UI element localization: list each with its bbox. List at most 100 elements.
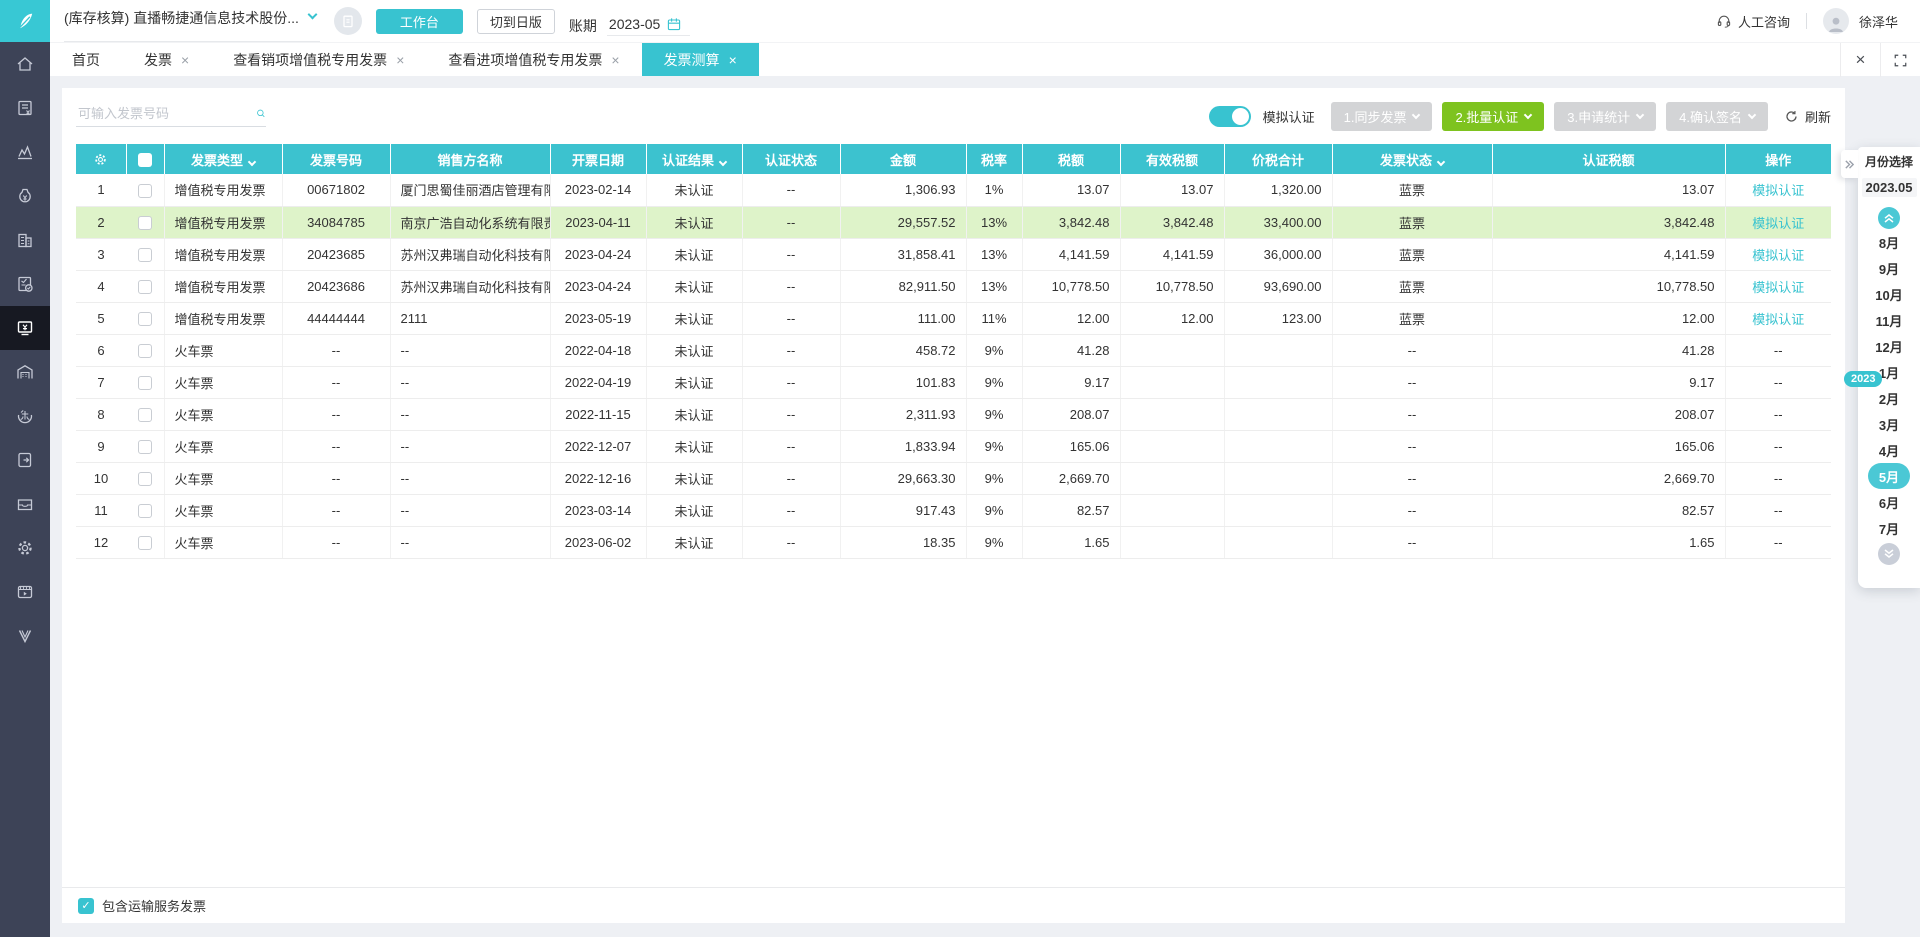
scroll-down-button[interactable]	[1878, 543, 1900, 565]
switch-version-button[interactable]: 切到日版	[476, 8, 555, 34]
close-all-icon[interactable]: ×	[1840, 43, 1880, 77]
month-item[interactable]: 1月	[1878, 365, 1900, 381]
month-item[interactable]: 7月	[1878, 521, 1900, 537]
row-checkbox[interactable]	[137, 311, 152, 326]
tab-item[interactable]: 查看销项增值税专用发票 ×	[211, 43, 426, 76]
tab-close-icon[interactable]: ×	[181, 51, 190, 68]
table-row[interactable]: 2 增值税专用发票 34084785 南京广浩自动化系统有限责 2023-04-11 未认…	[76, 206, 1831, 239]
month-item[interactable]: 3月	[1878, 417, 1900, 433]
search-icon[interactable]	[256, 105, 266, 122]
month-item[interactable]: 12月	[1875, 339, 1903, 355]
table-row[interactable]: 3 增值税专用发票 20423685 苏州汉弗瑞自动化科技有限 2023-04-24 未认…	[76, 238, 1831, 271]
fullscreen-icon[interactable]	[1880, 43, 1920, 77]
table-row[interactable]: 9 火车票 -- -- 2022-12-07 未认证 -- 1,833.94 9% 165.06-…	[76, 430, 1831, 463]
tab-active[interactable]: 发票测算 ×	[641, 43, 759, 76]
table-row[interactable]: 4 增值税专用发票 20423686 苏州汉弗瑞自动化科技有限 2023-04-24 未认…	[76, 270, 1831, 303]
row-checkbox[interactable]	[137, 343, 152, 358]
cell-result: 未认证	[646, 494, 743, 527]
month-item[interactable]: 2月	[1878, 391, 1900, 407]
cell-status: --	[742, 430, 841, 463]
sidebar-item-archive[interactable]	[0, 482, 50, 526]
cell-invoice_status: --	[1332, 462, 1493, 495]
simulate-auth-link[interactable]: 模拟认证	[1752, 247, 1805, 263]
sidebar-item-tax[interactable]	[0, 394, 50, 438]
row-checkbox[interactable]	[137, 279, 152, 294]
avatar[interactable]	[1822, 8, 1849, 34]
simulate-auth-link[interactable]: 模拟认证	[1752, 183, 1805, 199]
column-header[interactable]: 认证结果	[646, 144, 743, 174]
table-row[interactable]: 8 火车票 -- -- 2022-11-15 未认证 -- 2,311.93 9% 208.07-…	[76, 398, 1831, 431]
sidebar-item-settings[interactable]	[0, 526, 50, 570]
simulate-auth-link[interactable]: 模拟认证	[1752, 279, 1805, 295]
row-checkbox[interactable]	[137, 247, 152, 262]
row-checkbox[interactable]	[137, 439, 152, 454]
tab-close-icon[interactable]: ×	[396, 51, 405, 68]
row-checkbox[interactable]	[137, 535, 152, 550]
action-button[interactable]: 2.批量认证	[1442, 101, 1545, 131]
row-checkbox[interactable]	[137, 215, 152, 230]
refresh-button[interactable]: 刷新	[1784, 107, 1831, 126]
sidebar-item-statement[interactable]	[0, 262, 50, 306]
action-button[interactable]: 1.同步发票	[1330, 101, 1433, 131]
sidebar-item-cash[interactable]	[0, 174, 50, 218]
month-item-selected[interactable]: 5月	[1868, 463, 1910, 489]
table-row[interactable]: 12 火车票 -- -- 2023-06-02 未认证 -- 18.35 9% 1.65 -- 1.6…	[76, 526, 1831, 559]
row-checkbox[interactable]	[137, 503, 152, 518]
app-logo[interactable]	[0, 0, 50, 42]
row-checkbox[interactable]	[137, 375, 152, 390]
workbench-button[interactable]: 工作台	[375, 8, 463, 34]
clipboard-button[interactable]	[333, 7, 362, 35]
toolbar: 模拟认证 1.同步发票 2.批量认证 3.申请统计 4.确认签名 刷新	[62, 88, 1845, 144]
cell-rate: 13%	[966, 206, 1023, 239]
username[interactable]: 徐泽华	[1858, 14, 1898, 30]
include-transport-checkbox[interactable]: ✓	[78, 897, 94, 914]
sidebar-item-tutorial[interactable]	[0, 570, 50, 614]
sidebar-item-reports[interactable]	[0, 130, 50, 174]
row-checkbox[interactable]	[137, 407, 152, 422]
table-row[interactable]: 10 火车票 -- -- 2022-12-16 未认证 -- 29,663.30 9% 2,669…	[76, 462, 1831, 495]
month-item[interactable]: 4月	[1878, 443, 1900, 459]
month-item[interactable]: 9月	[1878, 261, 1900, 277]
select-all-checkbox[interactable]	[138, 152, 152, 167]
month-item[interactable]: 6月	[1878, 495, 1900, 511]
period-selector[interactable]: 2023-05	[606, 16, 691, 36]
tab-item[interactable]: 查看进项增值税专用发票 ×	[426, 43, 641, 76]
column-header-label: 操作	[1765, 152, 1792, 168]
table-row[interactable]: 6 火车票 -- -- 2022-04-18 未认证 -- 458.72 9% 41.28 -- 41…	[76, 334, 1831, 367]
sidebar-item-v-logo[interactable]	[0, 614, 50, 658]
tab-close-icon[interactable]: ×	[611, 51, 620, 68]
sidebar-item-invoice[interactable]	[0, 306, 50, 350]
tab-item[interactable]: 首页	[50, 43, 122, 76]
company-selector[interactable]: (库存核算) 直播畅捷通信息技术股份...	[64, 8, 320, 42]
sidebar-item-inventory[interactable]	[0, 350, 50, 394]
sidebar-item-carryover[interactable]	[0, 438, 50, 482]
simulate-auth-link[interactable]: 模拟认证	[1752, 311, 1805, 327]
table-row[interactable]: 5 增值税专用发票 44444444 2111 2023-05-19 未认证 -- 111.0…	[76, 302, 1831, 335]
column-header[interactable]: 发票类型	[164, 144, 283, 174]
tab-close-icon[interactable]: ×	[728, 51, 737, 68]
support-link[interactable]: 人工咨询	[1716, 12, 1790, 31]
row-checkbox[interactable]	[137, 183, 152, 198]
row-checkbox[interactable]	[137, 471, 152, 486]
simulate-auth-link[interactable]: 模拟认证	[1752, 215, 1805, 231]
sidebar-item-voucher[interactable]	[0, 86, 50, 130]
search-input[interactable]	[76, 105, 256, 122]
action-button[interactable]: 4.确认签名	[1666, 101, 1768, 131]
current-period[interactable]: 2023.05	[1861, 178, 1917, 197]
sidebar-item-home[interactable]	[0, 42, 50, 86]
sidebar-item-company[interactable]	[0, 218, 50, 262]
action-button[interactable]: 3.申请统计	[1554, 101, 1657, 131]
month-item[interactable]: 10月	[1875, 287, 1903, 303]
column-header[interactable]: 发票状态	[1332, 144, 1493, 174]
table-row[interactable]: 1 增值税专用发票 00671802 厦门思蜀佳丽酒店管理有限 2023-02-14 未认…	[76, 174, 1831, 207]
tab-item[interactable]: 发票 ×	[122, 43, 211, 76]
month-item[interactable]: 11月	[1875, 313, 1903, 329]
table-row[interactable]: 7 火车票 -- -- 2022-04-19 未认证 -- 101.83 9% 9.17 -- 9.1…	[76, 366, 1831, 399]
simulate-auth-toggle[interactable]	[1208, 105, 1251, 127]
table-row[interactable]: 11 火车票 -- -- 2023-03-14 未认证 -- 917.43 9% 82.57 -- 8…	[76, 494, 1831, 527]
cell-total	[1224, 462, 1333, 495]
scroll-up-button[interactable]	[1878, 207, 1900, 229]
collapse-panel-button[interactable]	[1841, 150, 1858, 178]
column-settings[interactable]	[76, 144, 127, 174]
month-item[interactable]: 8月	[1878, 235, 1900, 251]
